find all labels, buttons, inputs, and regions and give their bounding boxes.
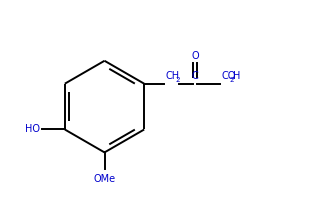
Text: CH: CH [166, 71, 180, 80]
Text: CO: CO [222, 71, 236, 80]
Text: HO: HO [25, 124, 40, 134]
Text: O: O [191, 50, 199, 60]
Text: H: H [233, 71, 240, 80]
Text: 2: 2 [230, 76, 234, 82]
Text: OMe: OMe [93, 173, 116, 183]
Text: 2: 2 [176, 76, 180, 82]
Text: C: C [192, 71, 198, 80]
